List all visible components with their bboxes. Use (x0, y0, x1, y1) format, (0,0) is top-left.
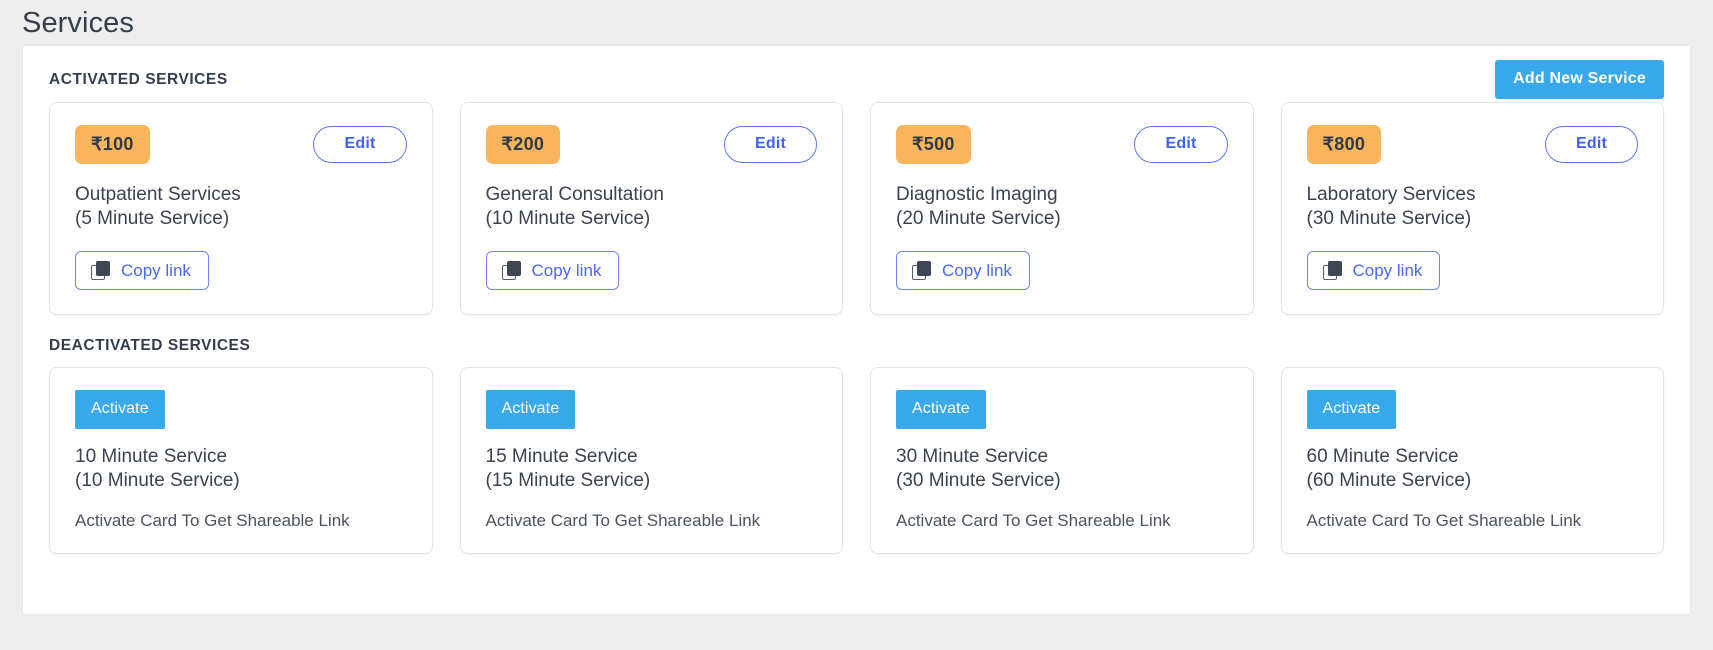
activated-section-title: ACTIVATED SERVICES (49, 71, 228, 88)
activate-button[interactable]: Activate (896, 390, 986, 429)
copy-icon (912, 261, 931, 280)
activated-section-header: ACTIVATED SERVICES Add New Service (23, 46, 1690, 102)
add-new-service-button[interactable]: Add New Service (1495, 60, 1664, 99)
copy-link-button[interactable]: Copy link (1306, 251, 1441, 290)
deactivated-service-card[interactable]: Activate 15 Minute Service (15 Minute Se… (459, 367, 843, 555)
service-card-header: ₹800 Edit (1306, 125, 1638, 164)
activate-button[interactable]: Activate (1306, 390, 1397, 429)
service-name: 30 Minute Service (30 Minute Service) (896, 445, 1228, 493)
activate-button[interactable]: Activate (75, 390, 165, 429)
price-badge: ₹800 (1306, 125, 1382, 164)
service-title: Diagnostic Imaging (896, 184, 1058, 205)
copy-link-label: Copy link (531, 261, 602, 280)
copy-link-label: Copy link (942, 261, 1012, 280)
service-duration: (30 Minute Service) (1306, 208, 1472, 229)
service-name: 15 Minute Service (15 Minute Service) (486, 445, 818, 493)
service-duration: (5 Minute Service) (75, 208, 230, 229)
activate-button[interactable]: Activate (485, 390, 576, 429)
activated-services-list: ₹100 Edit Outpatient Services (5 Minute … (23, 102, 1690, 315)
edit-button[interactable]: Edit (313, 126, 407, 163)
copy-icon (1322, 261, 1342, 280)
service-card[interactable]: ₹500 Edit Diagnostic Imaging (20 Minute … (870, 102, 1254, 315)
service-card-header: ₹100 Edit (75, 125, 407, 164)
service-name: General Consultation (10 Minute Service) (486, 183, 818, 231)
edit-button[interactable]: Edit (1134, 126, 1228, 163)
price-badge: ₹500 (896, 125, 971, 164)
service-name: Diagnostic Imaging (20 Minute Service) (896, 183, 1228, 231)
service-name: 60 Minute Service (60 Minute Service) (1307, 445, 1639, 493)
service-title: 15 Minute Service (485, 446, 638, 467)
service-name: Outpatient Services (5 Minute Service) (75, 183, 407, 231)
service-title: Laboratory Services (1306, 184, 1476, 205)
service-duration: (10 Minute Service) (75, 470, 240, 491)
service-card[interactable]: ₹100 Edit Outpatient Services (5 Minute … (49, 102, 433, 315)
service-duration: (20 Minute Service) (896, 208, 1061, 229)
copy-icon (501, 261, 521, 280)
copy-icon (91, 261, 110, 280)
service-duration: (30 Minute Service) (896, 470, 1061, 491)
service-title: 60 Minute Service (1306, 446, 1459, 467)
edit-button[interactable]: Edit (1544, 126, 1638, 163)
service-name: 10 Minute Service (10 Minute Service) (75, 445, 407, 493)
service-duration: (10 Minute Service) (485, 208, 651, 229)
service-name: Laboratory Services (30 Minute Service) (1307, 183, 1639, 231)
service-duration: (60 Minute Service) (1306, 470, 1472, 491)
service-duration: (15 Minute Service) (485, 470, 651, 491)
service-card[interactable]: ₹200 Edit General Consultation (10 Minut… (459, 102, 843, 315)
activate-hint: Activate Card To Get Shareable Link (75, 511, 350, 530)
page-title: Services (22, 7, 134, 39)
service-card[interactable]: ₹800 Edit Laboratory Services (30 Minute… (1280, 102, 1664, 315)
deactivated-service-card[interactable]: Activate 60 Minute Service (60 Minute Se… (1280, 367, 1664, 555)
activate-hint: Activate Card To Get Shareable Link (485, 511, 761, 530)
price-badge: ₹200 (485, 125, 561, 164)
deactivated-services-list: Activate 10 Minute Service (10 Minute Se… (23, 367, 1690, 555)
copy-link-label: Copy link (1352, 261, 1423, 280)
service-title: General Consultation (485, 184, 665, 205)
copy-link-label: Copy link (121, 261, 191, 280)
services-panel: ACTIVATED SERVICES Add New Service ₹100 … (22, 45, 1691, 615)
service-title: Outpatient Services (75, 184, 241, 205)
service-title: 30 Minute Service (896, 446, 1049, 467)
copy-link-button[interactable]: Copy link (75, 251, 209, 290)
deactivated-section-header: DEACTIVATED SERVICES (23, 315, 1690, 367)
deactivated-service-card[interactable]: Activate 30 Minute Service (30 Minute Se… (870, 367, 1254, 555)
price-badge: ₹100 (75, 125, 150, 164)
copy-link-button[interactable]: Copy link (485, 251, 620, 290)
deactivated-service-card[interactable]: Activate 10 Minute Service (10 Minute Se… (49, 367, 433, 555)
service-title: 10 Minute Service (75, 446, 228, 467)
activate-hint: Activate Card To Get Shareable Link (1306, 511, 1582, 530)
service-card-header: ₹200 Edit (485, 125, 817, 164)
service-card-header: ₹500 Edit (896, 125, 1228, 164)
activate-hint: Activate Card To Get Shareable Link (896, 511, 1171, 530)
deactivated-section-title: DEACTIVATED SERVICES (49, 337, 251, 354)
copy-link-button[interactable]: Copy link (896, 251, 1030, 290)
edit-button[interactable]: Edit (723, 126, 817, 163)
